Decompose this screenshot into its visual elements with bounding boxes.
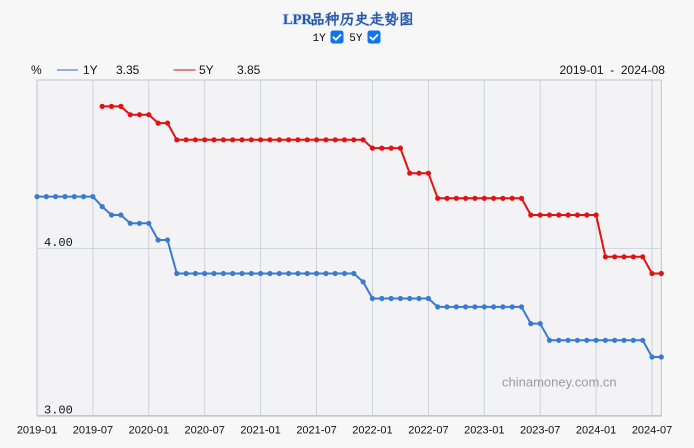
svg-text:5Y: 5Y (349, 33, 363, 45)
svg-text:LPR: LPR (283, 12, 313, 28)
svg-text:3.85: 3.85 (237, 63, 261, 77)
svg-text:2020-07: 2020-07 (185, 425, 225, 437)
svg-text:LPR: LPR (283, 12, 313, 28)
svg-text:2022-01: 2022-01 (352, 425, 392, 437)
svg-text:3.00: 3.00 (44, 404, 73, 418)
svg-text:2021-07: 2021-07 (296, 425, 336, 437)
svg-text:2019-01 - 2024-08: 2019-01 - 2024-08 (560, 63, 666, 77)
svg-text:2019-07: 2019-07 (73, 425, 113, 437)
svg-text:2019-01: 2019-01 (17, 425, 57, 437)
svg-text:2022-07: 2022-07 (408, 425, 448, 437)
svg-text:1Y: 1Y (313, 33, 327, 45)
svg-text:2020-01: 2020-01 (129, 425, 169, 437)
svg-text:2024-01: 2024-01 (576, 425, 616, 437)
svg-text:5Y: 5Y (199, 63, 214, 77)
svg-text:4.00: 4.00 (44, 236, 73, 250)
svg-text:2024-07: 2024-07 (632, 425, 672, 437)
svg-text:%: % (31, 63, 42, 77)
svg-text:2023-01: 2023-01 (464, 425, 504, 437)
svg-text:1Y: 1Y (83, 63, 98, 77)
svg-text:2021-01: 2021-01 (240, 425, 280, 437)
svg-text:3.35: 3.35 (116, 63, 140, 77)
svg-text:2023-07: 2023-07 (520, 425, 560, 437)
svg-text:chinamoney.com.cn: chinamoney.com.cn (502, 375, 617, 390)
